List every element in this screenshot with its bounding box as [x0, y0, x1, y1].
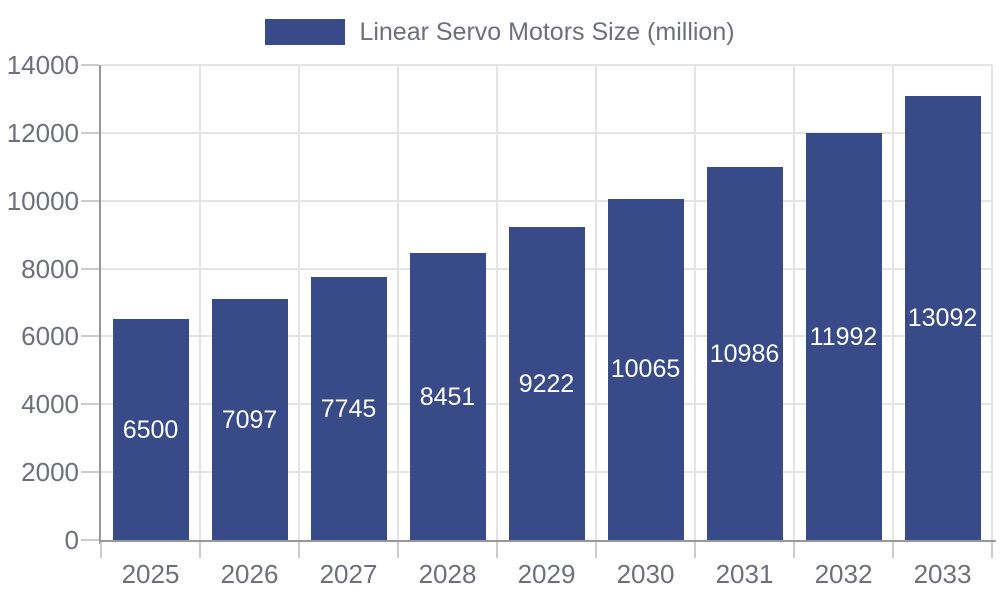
x-axis-tick: [991, 542, 993, 558]
legend-swatch: [265, 19, 346, 45]
x-axis-tick: [496, 542, 498, 558]
y-axis-tick: [81, 539, 99, 541]
x-axis-tick-label: 2028: [418, 559, 477, 589]
bar-value-label: 11992: [809, 322, 878, 351]
x-axis-tick-label: 2032: [814, 559, 873, 589]
y-axis-line: [99, 65, 101, 544]
x-axis-tick-label: 2029: [517, 559, 576, 589]
gridline-vertical: [991, 65, 993, 540]
gridline-vertical: [892, 65, 894, 540]
y-axis-tick: [81, 471, 99, 474]
gridline-horizontal: [101, 199, 992, 202]
bar-value-label: 10986: [709, 339, 780, 368]
x-axis-tick: [793, 542, 795, 558]
y-axis-tick: [81, 199, 99, 202]
legend[interactable]: Linear Servo Motors Size (million): [0, 17, 1000, 47]
x-axis-tick: [694, 542, 696, 558]
x-axis-tick-label: 2030: [616, 559, 675, 589]
x-axis-line: [99, 540, 996, 542]
y-axis-tick: [81, 335, 99, 338]
bar-2030[interactable]: [607, 198, 684, 540]
gridline-vertical: [496, 65, 498, 540]
y-axis-tick-label: 6000: [21, 321, 79, 352]
y-axis-tick-label: 0: [64, 525, 79, 555]
bar-value-label: 7097: [221, 405, 278, 434]
bar-value-label: 13092: [907, 303, 978, 332]
gridline-vertical: [298, 65, 300, 540]
x-axis-tick-label: 2033: [913, 559, 972, 589]
bar-value-label: 8451: [419, 382, 476, 411]
y-axis-tick-label: 14000: [6, 50, 79, 80]
x-axis-tick-label: 2025: [121, 559, 180, 589]
y-axis-tick: [81, 64, 99, 66]
x-axis-tick: [397, 542, 399, 558]
y-axis-tick: [81, 131, 99, 134]
bar-2025[interactable]: [112, 319, 189, 540]
x-axis-tick: [892, 542, 894, 558]
gridline-horizontal: [101, 131, 992, 134]
legend-label: Linear Servo Motors Size (million): [359, 18, 735, 46]
bar-value-label: 9222: [518, 369, 575, 398]
bar-2028[interactable]: [409, 253, 486, 540]
x-axis-tick: [100, 542, 102, 558]
gridline-vertical: [694, 65, 696, 540]
plot-area: 0 2000 4000 6000 8000 10000 12000 14000 6500 2025…: [7, 50, 996, 589]
gridline-vertical: [397, 65, 399, 540]
bar-value-label: 10065: [610, 355, 681, 384]
bar-2027[interactable]: [310, 277, 387, 540]
x-axis-tick: [199, 542, 201, 558]
bar-value-label: 7745: [320, 394, 377, 423]
y-axis-tick-label: 10000: [6, 185, 79, 216]
bar-2033[interactable]: [904, 95, 981, 540]
bar-2029[interactable]: [508, 227, 585, 540]
x-axis-tick: [298, 542, 300, 558]
gridline-horizontal: [101, 64, 992, 66]
bar-value-label: 6500: [122, 415, 179, 444]
bar-2031[interactable]: [706, 167, 783, 540]
y-axis-tick-label: 4000: [21, 389, 79, 420]
x-axis-tick-label: 2027: [319, 559, 378, 589]
y-axis-tick: [81, 403, 99, 406]
y-axis-tick: [81, 267, 99, 270]
gridline-vertical: [595, 65, 597, 540]
gridline-vertical: [199, 65, 201, 540]
x-axis-tick-label: 2026: [220, 559, 279, 589]
y-axis-tick-label: 8000: [21, 253, 79, 284]
x-axis-tick-label: 2031: [715, 559, 774, 589]
gridline-vertical: [793, 65, 795, 540]
bar-2032[interactable]: [805, 133, 882, 540]
x-axis-tick: [595, 542, 597, 558]
y-axis-tick-label: 12000: [6, 117, 79, 148]
y-axis-tick-label: 2000: [21, 457, 79, 488]
bar-2026[interactable]: [211, 299, 288, 540]
